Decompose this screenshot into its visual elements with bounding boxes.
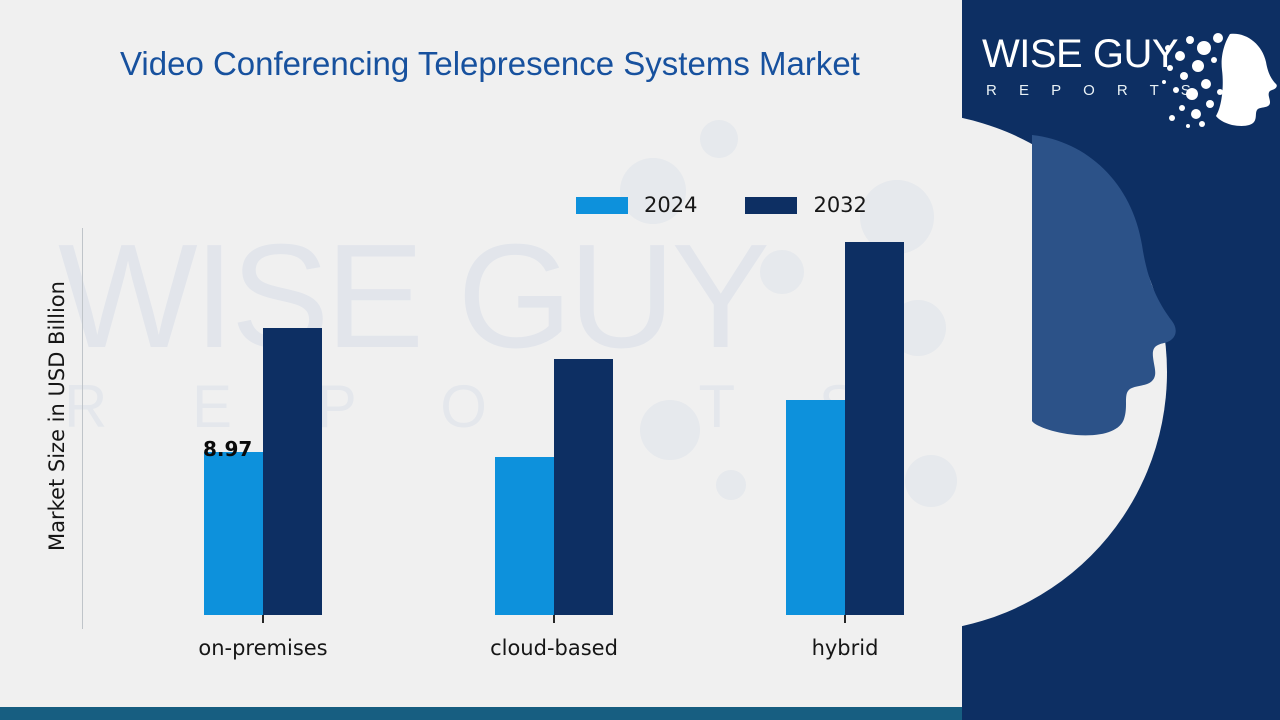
- x-axis-tick: [844, 615, 846, 623]
- bar-cloud-based-2024[interactable]: [495, 457, 554, 615]
- plot-area: Market Size in USD Billion 8.97 on-premi…: [45, 228, 904, 660]
- legend-swatch-icon: [745, 196, 798, 214]
- y-axis-label: Market Size in USD Billion: [45, 281, 69, 551]
- logo-wordmark: WISE GUY: [982, 32, 1179, 76]
- page-title: Video Conferencing Telepresence Systems …: [120, 45, 860, 82]
- x-axis-tick: [262, 615, 264, 623]
- brand-logo: WISE GUY R E P O R T S: [980, 30, 1277, 128]
- x-axis-category-label: on-premises: [198, 636, 328, 660]
- bar-hybrid-2032[interactable]: [845, 242, 904, 615]
- bar-cloud-based-2032[interactable]: [554, 359, 613, 615]
- legend-item-2024[interactable]: 2024: [576, 193, 697, 217]
- legend-item-2032[interactable]: 2032: [745, 193, 867, 217]
- x-axis-tick: [553, 615, 555, 623]
- y-axis-line: [82, 228, 83, 629]
- head-profile-silhouette-icon: [1032, 135, 1176, 436]
- logo-subtext: R E P O R T S: [986, 82, 1200, 99]
- bottom-accent-bar: [0, 707, 962, 720]
- bar-value-label: 8.97: [203, 437, 253, 461]
- bar-on-premises-2024[interactable]: [204, 452, 263, 615]
- legend-label: 2032: [813, 193, 867, 217]
- x-axis-category-label: hybrid: [811, 636, 879, 660]
- legend-label: 2024: [644, 193, 698, 217]
- x-axis-category-label: cloud-based: [490, 636, 618, 660]
- chart-legend: 2024 2032: [576, 193, 867, 217]
- legend-swatch-icon: [576, 196, 628, 214]
- bar-hybrid-2024[interactable]: [786, 400, 845, 615]
- bar-on-premises-2032[interactable]: [263, 328, 322, 615]
- dotted-head-profile-icon: [1162, 33, 1277, 128]
